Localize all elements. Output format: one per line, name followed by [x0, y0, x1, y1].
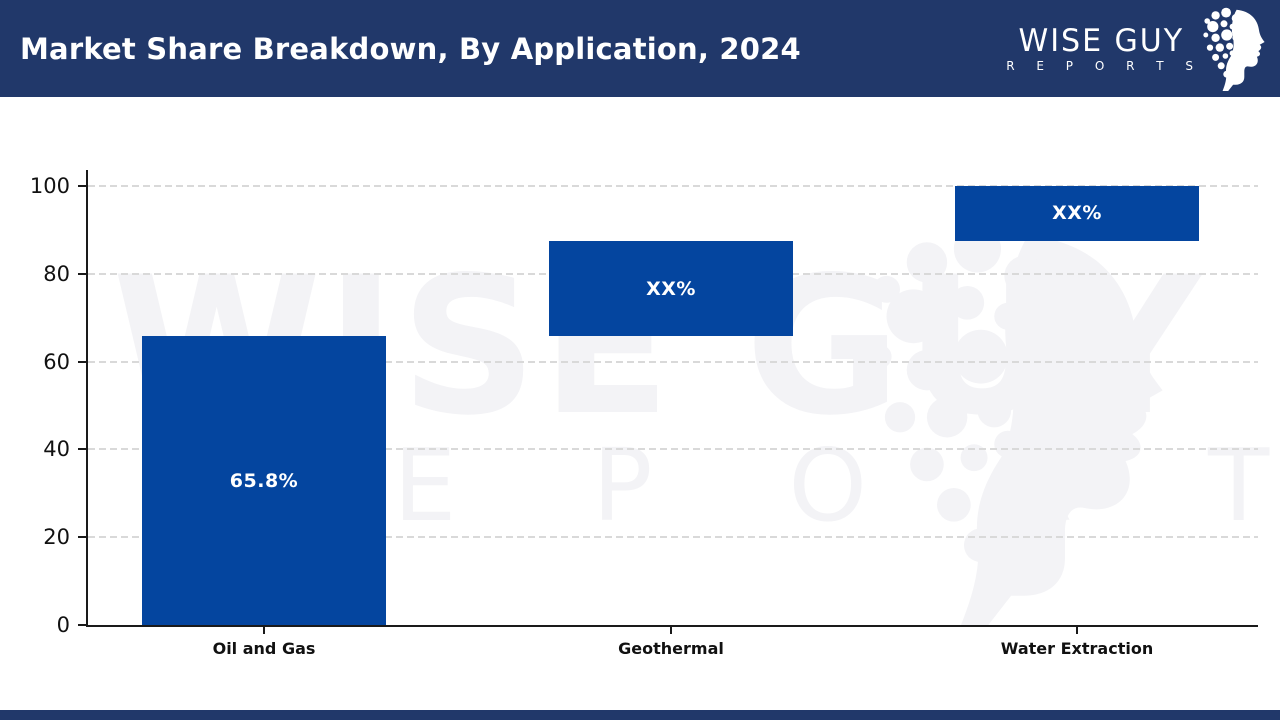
x-tick-label: Oil and Gas — [212, 639, 316, 658]
bar-label: XX% — [1052, 202, 1102, 225]
y-tick-mark — [78, 272, 86, 275]
x-tick-label: Geothermal — [618, 639, 724, 658]
bar-water-extraction: XX% — [955, 186, 1199, 241]
gridline — [88, 360, 1258, 363]
y-tick-label: 40 — [43, 437, 70, 462]
footer-bar — [0, 710, 1280, 720]
logo-wordmark: WISE GUY — [1018, 22, 1184, 59]
y-tick-label: 60 — [43, 349, 70, 374]
y-tick-mark — [78, 536, 86, 539]
logo-text: WISE GUY R E P O R T S — [1000, 25, 1202, 74]
x-axis-line — [86, 625, 1258, 627]
x-tick-mark — [670, 627, 672, 634]
bar-label: XX% — [646, 277, 696, 300]
y-axis-line — [86, 170, 88, 627]
y-tick-mark — [78, 185, 86, 187]
bar-geothermal: XX% — [549, 240, 793, 337]
bar-oil-and-gas: 65.8% — [142, 336, 386, 625]
y-tick-label: 0 — [56, 613, 70, 637]
gridline — [88, 536, 1258, 539]
y-tick-mark — [78, 624, 86, 626]
logo-subtext: R E P O R T S — [1006, 59, 1202, 74]
wiseguy-logo: WISE GUY R E P O R T S — [1000, 4, 1266, 94]
gridline — [88, 185, 1258, 187]
y-tick-mark — [78, 448, 86, 451]
bar-label: 65.8% — [229, 469, 299, 492]
x-tick-mark — [263, 627, 265, 634]
watermark-head-icon — [818, 222, 1184, 626]
x-tick-mark — [1076, 627, 1078, 634]
y-tick-label: 20 — [43, 525, 70, 550]
header-bar: Market Share Breakdown, By Application, … — [0, 0, 1280, 97]
y-tick-label: 80 — [43, 261, 70, 286]
gridline — [88, 448, 1258, 451]
y-tick-label: 100 — [29, 174, 70, 198]
chart-title: Market Share Breakdown, By Application, … — [20, 31, 801, 66]
y-tick-mark — [78, 360, 86, 363]
logo-head-icon — [1196, 7, 1266, 91]
x-tick-label: Water Extraction — [1000, 639, 1154, 658]
